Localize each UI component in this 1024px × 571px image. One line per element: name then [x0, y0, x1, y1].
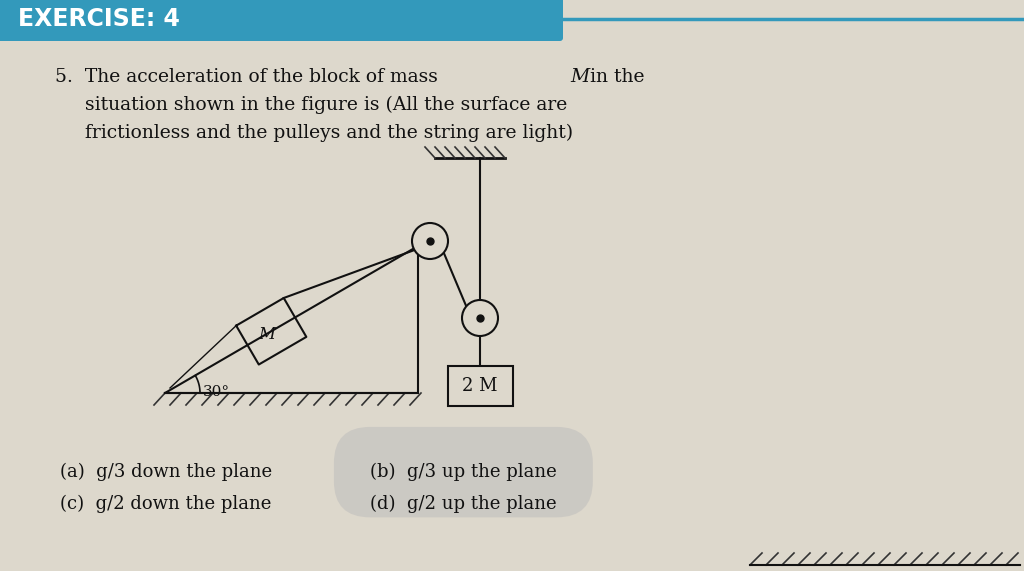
- Text: M: M: [258, 326, 274, 343]
- Circle shape: [412, 223, 449, 259]
- Text: situation shown in the figure is (All the surface are: situation shown in the figure is (All th…: [85, 96, 567, 114]
- Text: (b)  g/3 up the plane: (b) g/3 up the plane: [370, 463, 557, 481]
- Circle shape: [462, 300, 498, 336]
- Text: EXERCISE: 4: EXERCISE: 4: [18, 7, 180, 31]
- Text: (a)  g/3 down the plane: (a) g/3 down the plane: [60, 463, 272, 481]
- Text: (d)  g/2 up the plane: (d) g/2 up the plane: [370, 495, 557, 513]
- Text: 2 M: 2 M: [462, 377, 498, 395]
- Text: in the: in the: [584, 68, 644, 86]
- FancyBboxPatch shape: [0, 0, 563, 41]
- Text: 5.  The acceleration of the block of mass: 5. The acceleration of the block of mass: [55, 68, 443, 86]
- Text: (c)  g/2 down the plane: (c) g/2 down the plane: [60, 495, 271, 513]
- Text: M: M: [570, 68, 589, 86]
- Text: 30°: 30°: [203, 385, 230, 399]
- Text: frictionless and the pulleys and the string are light): frictionless and the pulleys and the str…: [85, 124, 573, 142]
- Bar: [447, 366, 512, 406]
